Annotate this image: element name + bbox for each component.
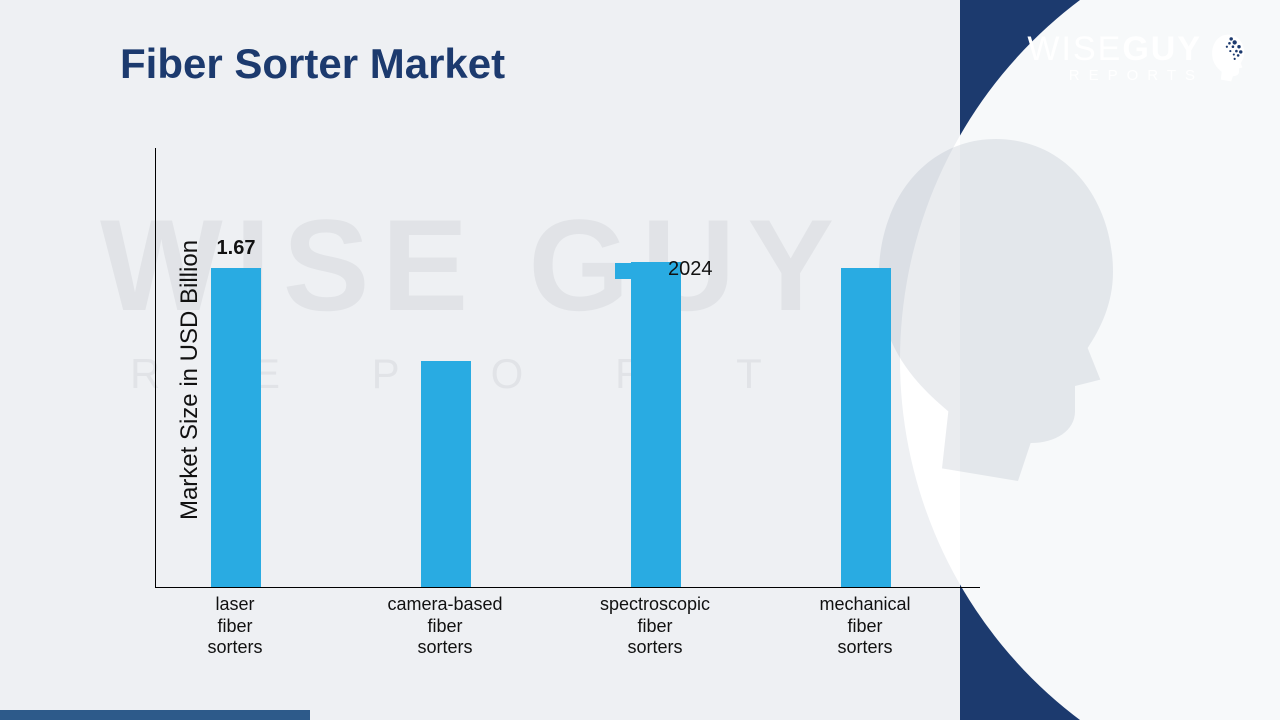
logo-word-wise: WISE (1027, 30, 1122, 68)
logo-subtext: REPORTS (988, 67, 1204, 84)
x-axis-category-label: mechanicalfibersorters (780, 594, 950, 659)
bar (841, 268, 891, 587)
bar-chart: 1.67 2024 laserfibersorters camera-basedf… (130, 148, 980, 688)
plot-area: 1.67 (155, 148, 980, 588)
bar (211, 268, 261, 587)
bar (421, 361, 471, 587)
x-axis-category-label: spectroscopicfibersorters (570, 594, 740, 659)
brand-logo: WISEGUY REPORTS (988, 30, 1248, 84)
bar (631, 262, 681, 587)
chart-canvas: WISE GUY R E P O R T S Fiber Sorter Mark… (0, 0, 1280, 720)
bar-value-label: 1.67 (196, 237, 276, 260)
x-axis-category-label: laserfibersorters (150, 594, 320, 659)
chart-title: Fiber Sorter Market (120, 40, 505, 88)
legend-swatch (615, 263, 655, 279)
logo-head-icon (1204, 32, 1248, 84)
legend-label: 2024 (668, 258, 713, 281)
logo-word-guy: GUY (1122, 30, 1202, 68)
bottom-accent-line (0, 710, 310, 720)
x-axis-category-label: camera-basedfibersorters (360, 594, 530, 659)
